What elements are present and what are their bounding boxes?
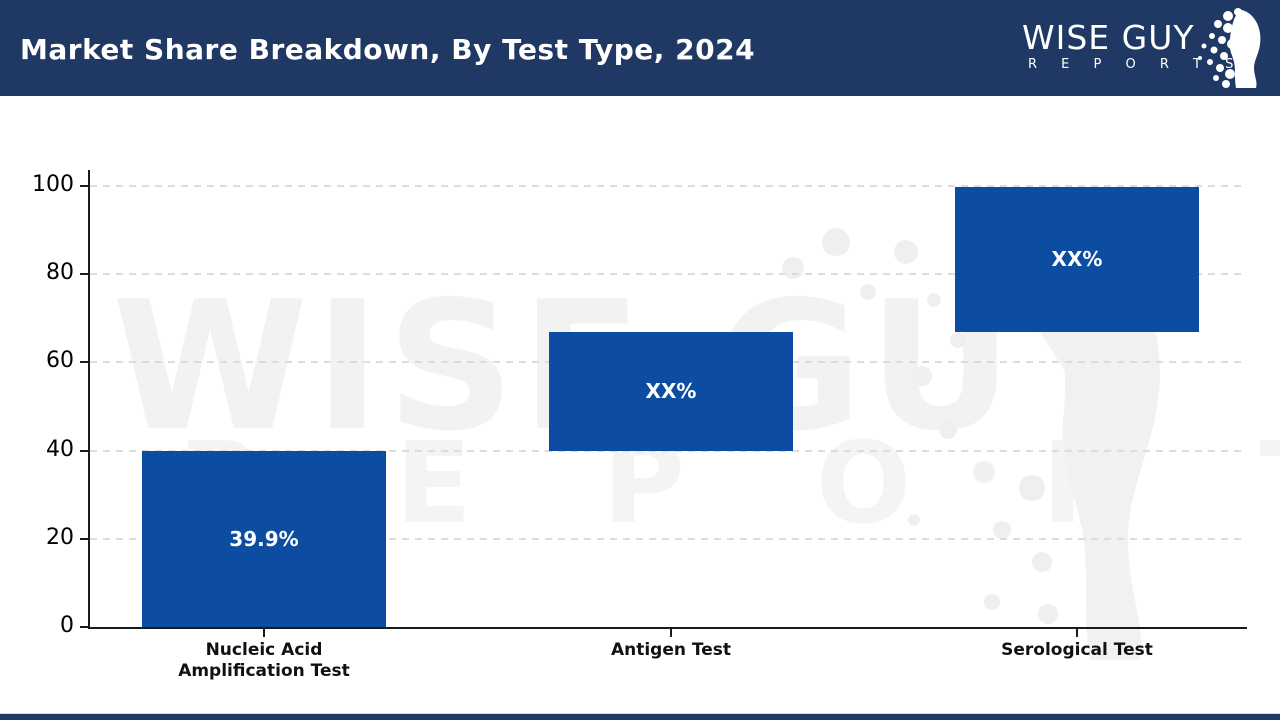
bar-value-label: 39.9% (229, 527, 299, 551)
y-tick-label: 100 (32, 172, 74, 197)
y-tick-mark (80, 273, 88, 276)
y-tick-label: 40 (46, 436, 74, 462)
y-tick-label: 20 (46, 524, 74, 550)
y-tick-label: 0 (60, 613, 74, 638)
gridline-40 (90, 449, 1245, 452)
page-title: Market Share Breakdown, By Test Type, 20… (20, 33, 756, 66)
y-tick-mark (80, 185, 88, 187)
y-tick-mark (80, 449, 88, 452)
logo-wordmark: WISE GUY R E P O R T S (1022, 18, 1244, 74)
header-bar: Market Share Breakdown, By Test Type, 20… (0, 0, 1280, 96)
x-axis-spine (88, 627, 1247, 629)
x-tick-mark (670, 629, 672, 637)
y-tick-label: 60 (46, 348, 74, 374)
logo-face-icon (1198, 8, 1261, 88)
bar-value-label: XX% (645, 379, 697, 404)
gridline-20 (90, 537, 1245, 540)
bar-segment: XX% (955, 186, 1199, 332)
x-tick-label: Serological Test (1001, 640, 1153, 660)
x-tick-label: Nucleic Acid Amplification Test (178, 640, 350, 681)
bar-segment: XX% (549, 331, 793, 451)
logo-wordmark-line2: R E P O R T S (1028, 57, 1244, 72)
gridline-80 (90, 273, 1245, 276)
y-tick-mark (80, 537, 88, 540)
logo-wordmark-line1: WISE GUY (1022, 18, 1195, 57)
bar-segment: 39.9% (142, 451, 386, 627)
bar-value-label: XX% (1051, 247, 1103, 272)
x-tick-mark (263, 629, 265, 637)
bottom-hairline (0, 713, 1280, 714)
footer-bar (0, 714, 1280, 720)
gridline-100 (90, 185, 1245, 187)
x-tick-label: Antigen Test (610, 640, 732, 660)
y-tick-mark (80, 626, 88, 628)
y-tick-label: 80 (46, 260, 74, 286)
y-axis-spine (88, 170, 90, 629)
logo: WISE GUY R E P O R T S (1022, 6, 1262, 92)
x-tick-mark (1076, 629, 1078, 637)
y-tick-mark (80, 361, 88, 364)
